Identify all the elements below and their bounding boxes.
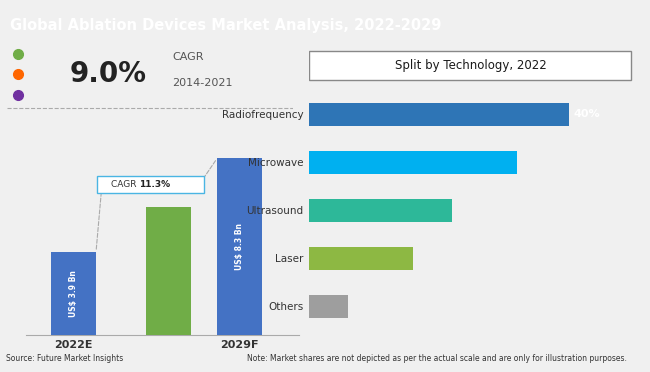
Text: Source: Future Market Insights: Source: Future Market Insights bbox=[6, 353, 124, 363]
Text: 11.3%: 11.3% bbox=[139, 180, 170, 189]
Text: CAGR: CAGR bbox=[172, 52, 204, 61]
Bar bbox=[51, 252, 96, 335]
Text: 40%: 40% bbox=[574, 109, 601, 119]
FancyBboxPatch shape bbox=[309, 51, 630, 80]
Bar bbox=[146, 207, 191, 335]
Bar bbox=[309, 151, 517, 174]
Bar bbox=[309, 295, 348, 318]
Bar bbox=[217, 158, 262, 335]
Bar bbox=[309, 247, 413, 270]
Text: 2014-2021: 2014-2021 bbox=[172, 78, 233, 88]
FancyBboxPatch shape bbox=[98, 176, 204, 193]
Text: CAGR: CAGR bbox=[111, 180, 139, 189]
Text: US$ 3.9 Bn: US$ 3.9 Bn bbox=[69, 270, 78, 317]
Text: Split by Technology, 2022: Split by Technology, 2022 bbox=[395, 59, 547, 71]
Bar bbox=[309, 199, 452, 222]
Text: Global Ablation Devices Market Analysis, 2022-2029: Global Ablation Devices Market Analysis,… bbox=[10, 18, 441, 33]
Bar bbox=[309, 103, 569, 126]
Text: 9.0%: 9.0% bbox=[70, 60, 146, 89]
Text: Note: Market shares are not depicted as per the actual scale and are only for il: Note: Market shares are not depicted as … bbox=[247, 353, 627, 363]
Text: US$ 8.3 Bn: US$ 8.3 Bn bbox=[235, 223, 244, 270]
